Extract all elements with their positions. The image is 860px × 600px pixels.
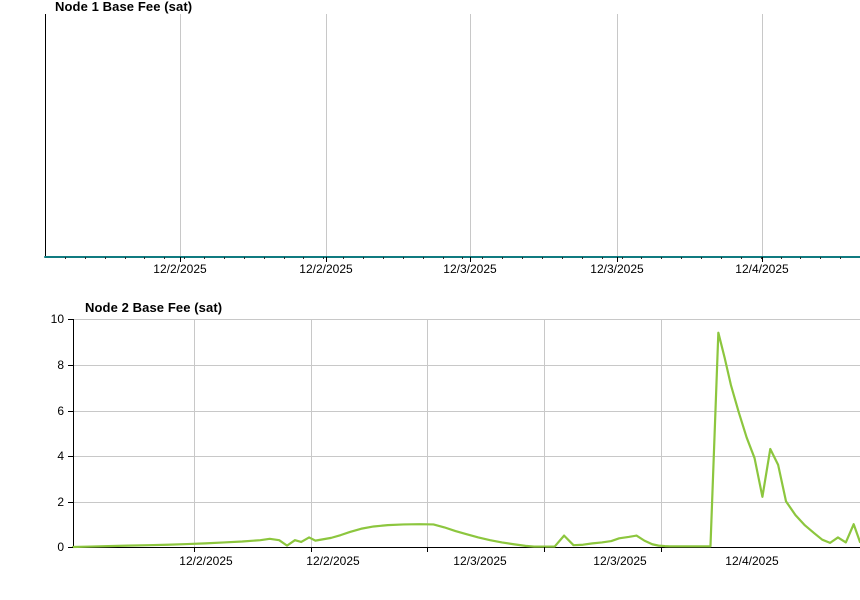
x-tick-minor [800,257,802,259]
x-tick-minor [442,257,444,259]
x-tick-minor [581,257,583,259]
x-tick-minor [482,257,484,259]
y-tick-mark [68,502,73,504]
x-tick-minor [104,257,106,259]
chart-title-node2: Node 2 Base Fee (sat) [85,300,223,315]
x-tick-minor [223,257,225,259]
x-tick-mark [180,257,181,262]
x-tick-label: 12/2/2025 [153,262,207,276]
gridline-horizontal [73,410,860,412]
y-tick-mark [68,547,73,548]
x-tick-label: 12/2/2025 [299,262,353,276]
x-tick-mark [617,257,618,262]
x-tick-minor [204,257,205,259]
x-tick-minor [243,257,245,259]
gridline-horizontal [73,502,860,504]
x-tick-minor [283,257,285,259]
y-tick-label: 2 [57,495,64,510]
y-tick-mark [68,364,73,366]
x-tick-minor [601,257,603,259]
y-tick-label: 8 [57,357,64,372]
plot-area-node2 [68,319,860,552]
x-tick-minor [303,257,305,259]
x-tick-label: 12/2/2025 [179,554,233,568]
x-tick-minor [840,257,842,259]
x-tick-minor [780,257,782,259]
x-tick-minor [820,257,822,259]
x-tick-minor [760,257,762,259]
x-tick-minor [323,257,325,259]
x-tick-minor [343,257,345,259]
gridline-vertical [427,319,428,548]
x-tick-mark [311,547,312,552]
x-tick-minor [422,257,424,259]
x-tick-mark [762,257,763,262]
gridline-vertical [617,14,618,258]
x-tick-minor [402,257,404,259]
x-tick-minor [720,257,722,259]
x-tick-minor [661,257,663,259]
x-tick-label: 12/3/2025 [590,262,644,276]
x-tick-label: 12/3/2025 [453,554,507,568]
chart-panel-node1: Node 1 Base Fee (sat) 12/2/2025 12/2/ [0,0,860,292]
x-tick-minor [681,257,683,259]
x-tick-minor [84,257,86,259]
x-tick-minor [144,257,146,259]
x-tick-minor [382,257,384,259]
x-tick-minor [561,257,563,259]
x-tick-mark [470,257,471,262]
data-series-node2 [71,331,860,549]
gridline-vertical [311,319,312,548]
gridline-horizontal [73,456,860,458]
y-tick-label: 10 [50,312,64,326]
gridline-vertical [661,319,662,548]
x-tick-minor [701,257,702,259]
y-tick-label: 0 [57,540,64,554]
gridline-vertical [762,14,763,258]
data-series-node1 [44,256,860,258]
x-tick-label: 12/4/2025 [725,554,779,568]
y-tick-mark [68,456,73,458]
x-tick-minor [363,257,364,259]
chart-title-node1: Node 1 Base Fee (sat) [55,0,193,14]
x-tick-minor [542,257,543,259]
y-tick-label: 4 [57,449,64,464]
gridline-vertical [470,14,471,258]
x-tick-minor [522,257,524,259]
x-tick-minor [263,257,265,259]
x-tick-minor [124,257,126,259]
plot-area-node1 [44,14,860,262]
y-tick-mark [68,410,73,412]
y-tick-mark [68,319,73,320]
x-tick-mark [661,547,662,552]
x-tick-minor [740,257,742,259]
gridline-vertical [180,14,181,258]
x-tick-minor [641,257,643,259]
x-axis-node2 [73,547,860,548]
gridline-horizontal [73,319,860,320]
x-tick-mark [326,257,327,262]
x-tick-mark [544,547,545,552]
gridline-vertical [544,319,545,548]
y-axis-node2 [73,319,74,548]
x-tick-label: 12/3/2025 [443,262,497,276]
x-tick-label: 12/2/2025 [306,554,360,568]
x-tick-minor [64,257,66,259]
x-tick-minor [462,257,464,259]
x-tick-label: 12/3/2025 [593,554,647,568]
x-tick-minor [621,257,623,259]
y-axis-node1 [45,14,46,258]
gridline-horizontal [73,364,860,366]
y-tick-label: 6 [57,403,64,418]
x-tick-minor [164,257,166,259]
chart-panel-node2: Node 2 Base Fee (sat) [0,292,860,600]
gridline-vertical [194,319,195,548]
x-tick-mark [427,547,428,552]
x-tick-mark [194,547,195,552]
x-tick-minor [184,257,186,259]
gridline-vertical [326,14,327,258]
x-tick-label: 12/4/2025 [735,262,789,276]
x-tick-minor [502,257,504,259]
